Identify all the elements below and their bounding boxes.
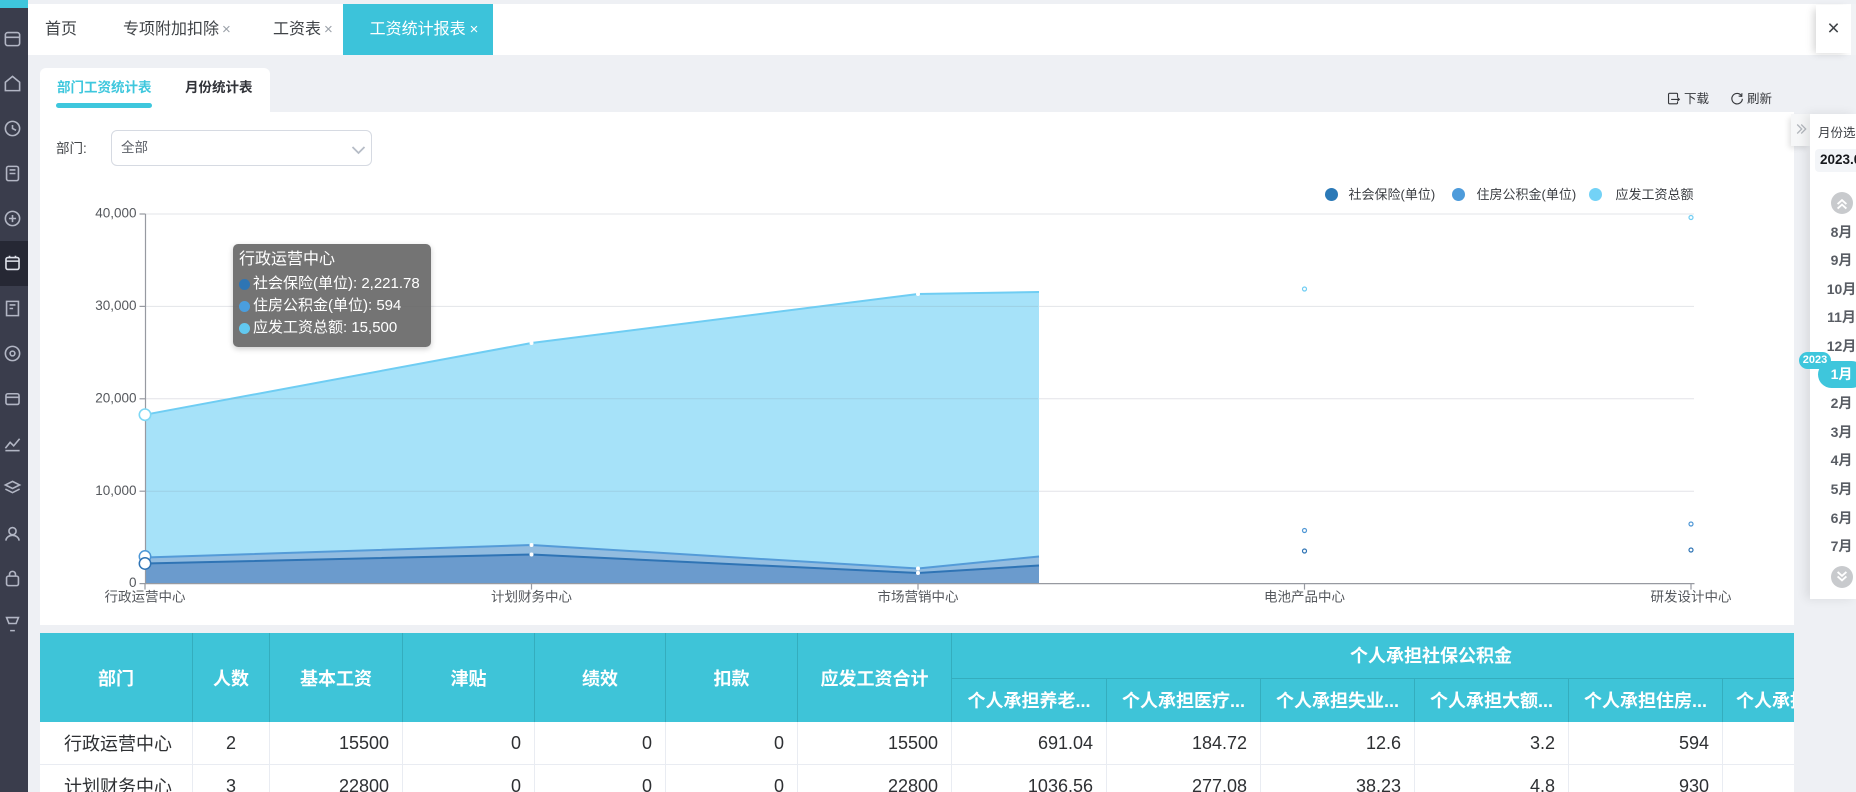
svg-text:研发设计中心: 研发设计中心 xyxy=(1651,590,1732,605)
svg-text:行政运营中心: 行政运营中心 xyxy=(105,590,186,605)
svg-text:0: 0 xyxy=(129,575,137,590)
svg-text:计划财务中心: 计划财务中心 xyxy=(491,590,572,605)
svg-text:30,000: 30,000 xyxy=(95,298,136,313)
svg-text:电池产品中心: 电池产品中心 xyxy=(1264,590,1345,605)
svg-text:40,000: 40,000 xyxy=(95,206,136,221)
svg-text:10,000: 10,000 xyxy=(95,483,136,498)
svg-text:20,000: 20,000 xyxy=(95,390,136,405)
svg-text:市场营销中心: 市场营销中心 xyxy=(878,589,959,605)
